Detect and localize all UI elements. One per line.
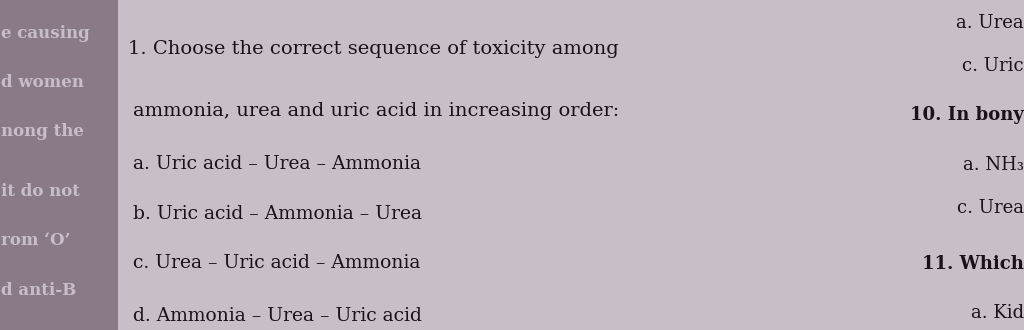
- Text: d anti-B: d anti-B: [1, 282, 76, 299]
- FancyBboxPatch shape: [0, 0, 118, 330]
- Text: ammonia, urea and uric acid in increasing order:: ammonia, urea and uric acid in increasin…: [133, 102, 620, 120]
- Text: c. Uric: c. Uric: [963, 57, 1024, 75]
- Text: c. Urea – Uric acid – Ammonia: c. Urea – Uric acid – Ammonia: [133, 254, 421, 272]
- Text: d women: d women: [1, 74, 84, 91]
- Text: a. Uric acid – Urea – Ammonia: a. Uric acid – Urea – Ammonia: [133, 155, 421, 173]
- Text: nong the: nong the: [1, 123, 84, 141]
- Text: a. Kid: a. Kid: [971, 305, 1024, 322]
- Text: 10. In bony: 10. In bony: [910, 107, 1024, 124]
- Text: it do not: it do not: [1, 183, 80, 200]
- Text: 11. Which: 11. Which: [923, 255, 1024, 273]
- Text: a. Urea: a. Urea: [956, 14, 1024, 32]
- Text: e causing: e causing: [1, 24, 90, 42]
- Text: 1. Choose the correct sequence of toxicity among: 1. Choose the correct sequence of toxici…: [128, 40, 618, 58]
- Text: b. Uric acid – Ammonia – Urea: b. Uric acid – Ammonia – Urea: [133, 205, 422, 223]
- Text: c. Urea: c. Urea: [957, 199, 1024, 217]
- Text: d. Ammonia – Urea – Uric acid: d. Ammonia – Urea – Uric acid: [133, 307, 422, 325]
- Text: rom ‘O’: rom ‘O’: [1, 232, 71, 249]
- Text: a. NH₃: a. NH₃: [964, 156, 1024, 174]
